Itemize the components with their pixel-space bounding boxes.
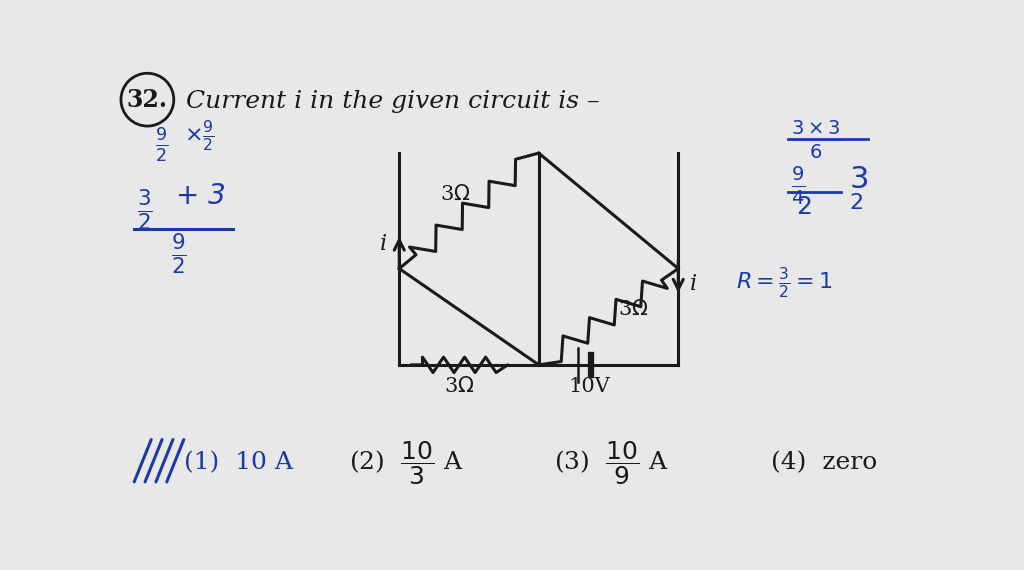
Text: 32.: 32. [127, 88, 168, 112]
Text: $3$: $3$ [849, 165, 867, 194]
Text: $\frac{9}{4}$: $\frac{9}{4}$ [791, 165, 805, 207]
Text: 3$\Omega$: 3$\Omega$ [618, 299, 648, 319]
Text: (4)  zero: (4) zero [771, 451, 878, 474]
Text: (3)  $\dfrac{10}{9}$ A: (3) $\dfrac{10}{9}$ A [554, 439, 669, 487]
Text: (1)  10 A: (1) 10 A [183, 451, 293, 474]
Text: $\frac{9}{2}$: $\frac{9}{2}$ [155, 126, 168, 164]
Text: $\frac{3\times3}{6}$: $\frac{3\times3}{6}$ [791, 119, 841, 161]
Text: $\frac{3}{2}$: $\frac{3}{2}$ [137, 188, 153, 233]
Text: $2$: $2$ [796, 196, 812, 219]
Text: (2)  $\dfrac{10}{3}$ A: (2) $\dfrac{10}{3}$ A [349, 439, 464, 487]
Text: $R=\frac{3}{2}=1$: $R=\frac{3}{2}=1$ [736, 264, 834, 300]
Text: $\times\frac{9}{2}$: $\times\frac{9}{2}$ [183, 119, 214, 153]
Text: $2$: $2$ [849, 193, 862, 213]
Text: i: i [690, 273, 697, 295]
Text: 3$\Omega$: 3$\Omega$ [444, 376, 474, 396]
Text: $\frac{9}{2}$: $\frac{9}{2}$ [171, 231, 186, 277]
Text: 3$\Omega$: 3$\Omega$ [440, 184, 470, 204]
Text: + 3: + 3 [176, 182, 226, 210]
Text: Current i in the given circuit is –: Current i in the given circuit is – [186, 90, 600, 113]
Text: i: i [380, 233, 387, 255]
Text: 10V: 10V [568, 377, 610, 396]
